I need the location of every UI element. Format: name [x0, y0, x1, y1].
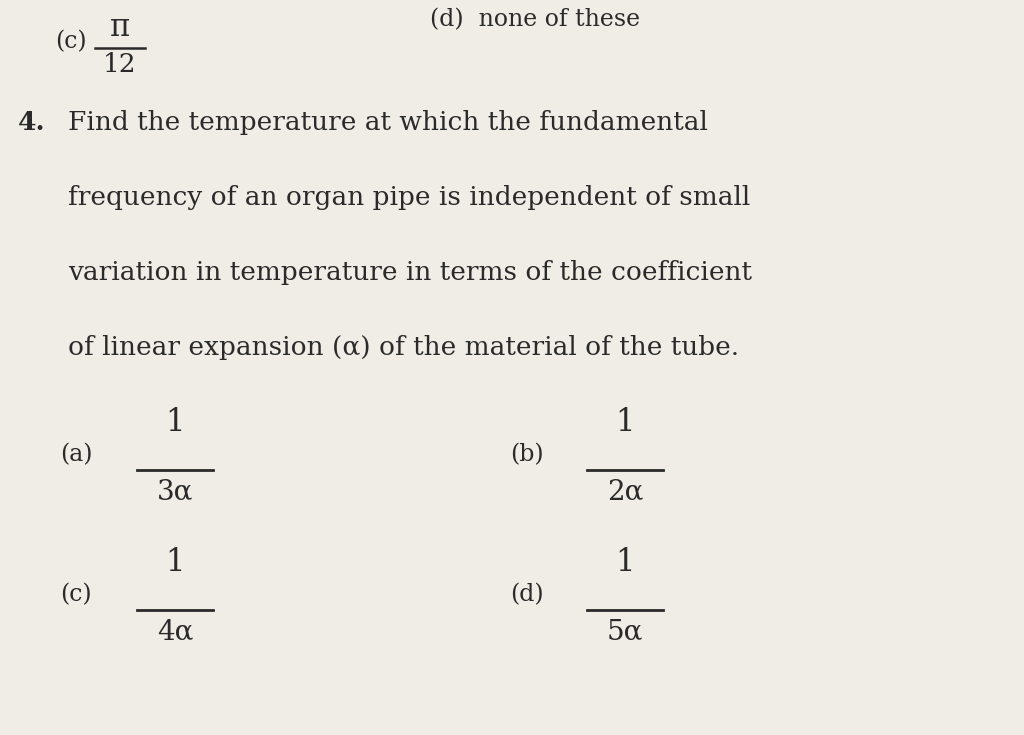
Text: (c): (c): [55, 30, 87, 53]
Text: 4α: 4α: [157, 618, 194, 645]
Text: 1: 1: [165, 407, 184, 438]
Text: frequency of an organ pipe is independent of small: frequency of an organ pipe is independen…: [68, 185, 751, 210]
Text: (b): (b): [510, 443, 544, 467]
Text: 12: 12: [103, 52, 137, 77]
Text: (a): (a): [60, 443, 92, 467]
Text: 3α: 3α: [157, 478, 194, 505]
Text: (c): (c): [60, 584, 91, 606]
Text: 1: 1: [165, 547, 184, 578]
Text: 1: 1: [615, 407, 635, 438]
Text: (d): (d): [510, 584, 544, 606]
Text: Find the temperature at which the fundamental: Find the temperature at which the fundam…: [68, 110, 708, 135]
Text: 4.: 4.: [18, 110, 46, 135]
Text: variation in temperature in terms of the coefficient: variation in temperature in terms of the…: [68, 260, 752, 285]
Text: 1: 1: [615, 547, 635, 578]
Text: of linear expansion (α) of the material of the tube.: of linear expansion (α) of the material …: [68, 335, 739, 360]
Text: 2α: 2α: [607, 478, 643, 505]
Text: (d)  none of these: (d) none of these: [430, 8, 640, 31]
Text: 5α: 5α: [607, 618, 643, 645]
Text: π: π: [110, 12, 130, 43]
